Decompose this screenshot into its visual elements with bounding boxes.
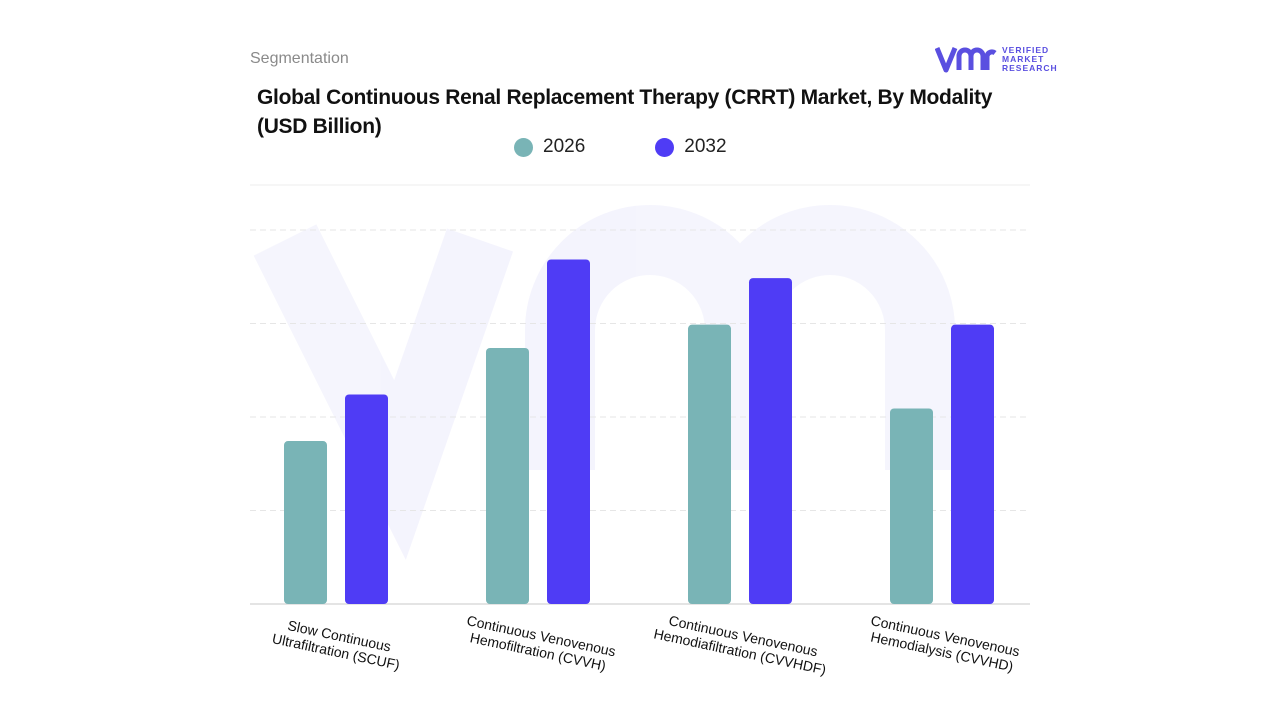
bar-2026-2 [486,347,529,604]
legend-swatch-2026 [514,137,533,157]
legend-item-2026: 2026 [514,136,585,158]
logo-wordmark: VERIFIED MARKET RESEARCH [1002,45,1058,73]
bar-2026-3 [688,324,731,604]
bar-2032-4 [951,324,994,604]
bar-2026-1 [284,441,327,604]
vmr-logo: VERIFIED MARKET RESEARCH [935,44,1065,76]
chart-legend: 2026 2032 [514,136,727,158]
bar-2032-3 [749,278,792,604]
vmr-logo-icon [935,47,997,73]
legend-swatch-2032 [655,137,675,157]
chart-title: Global Continuous Renal Replacement Ther… [257,86,993,138]
legend-item-2032: 2032 [655,136,727,158]
bar-2032-2 [547,259,590,604]
bar-2026-4 [890,408,933,604]
section-label: Segmentation [250,50,349,67]
bars [284,259,994,604]
bar-2032-1 [345,394,388,604]
